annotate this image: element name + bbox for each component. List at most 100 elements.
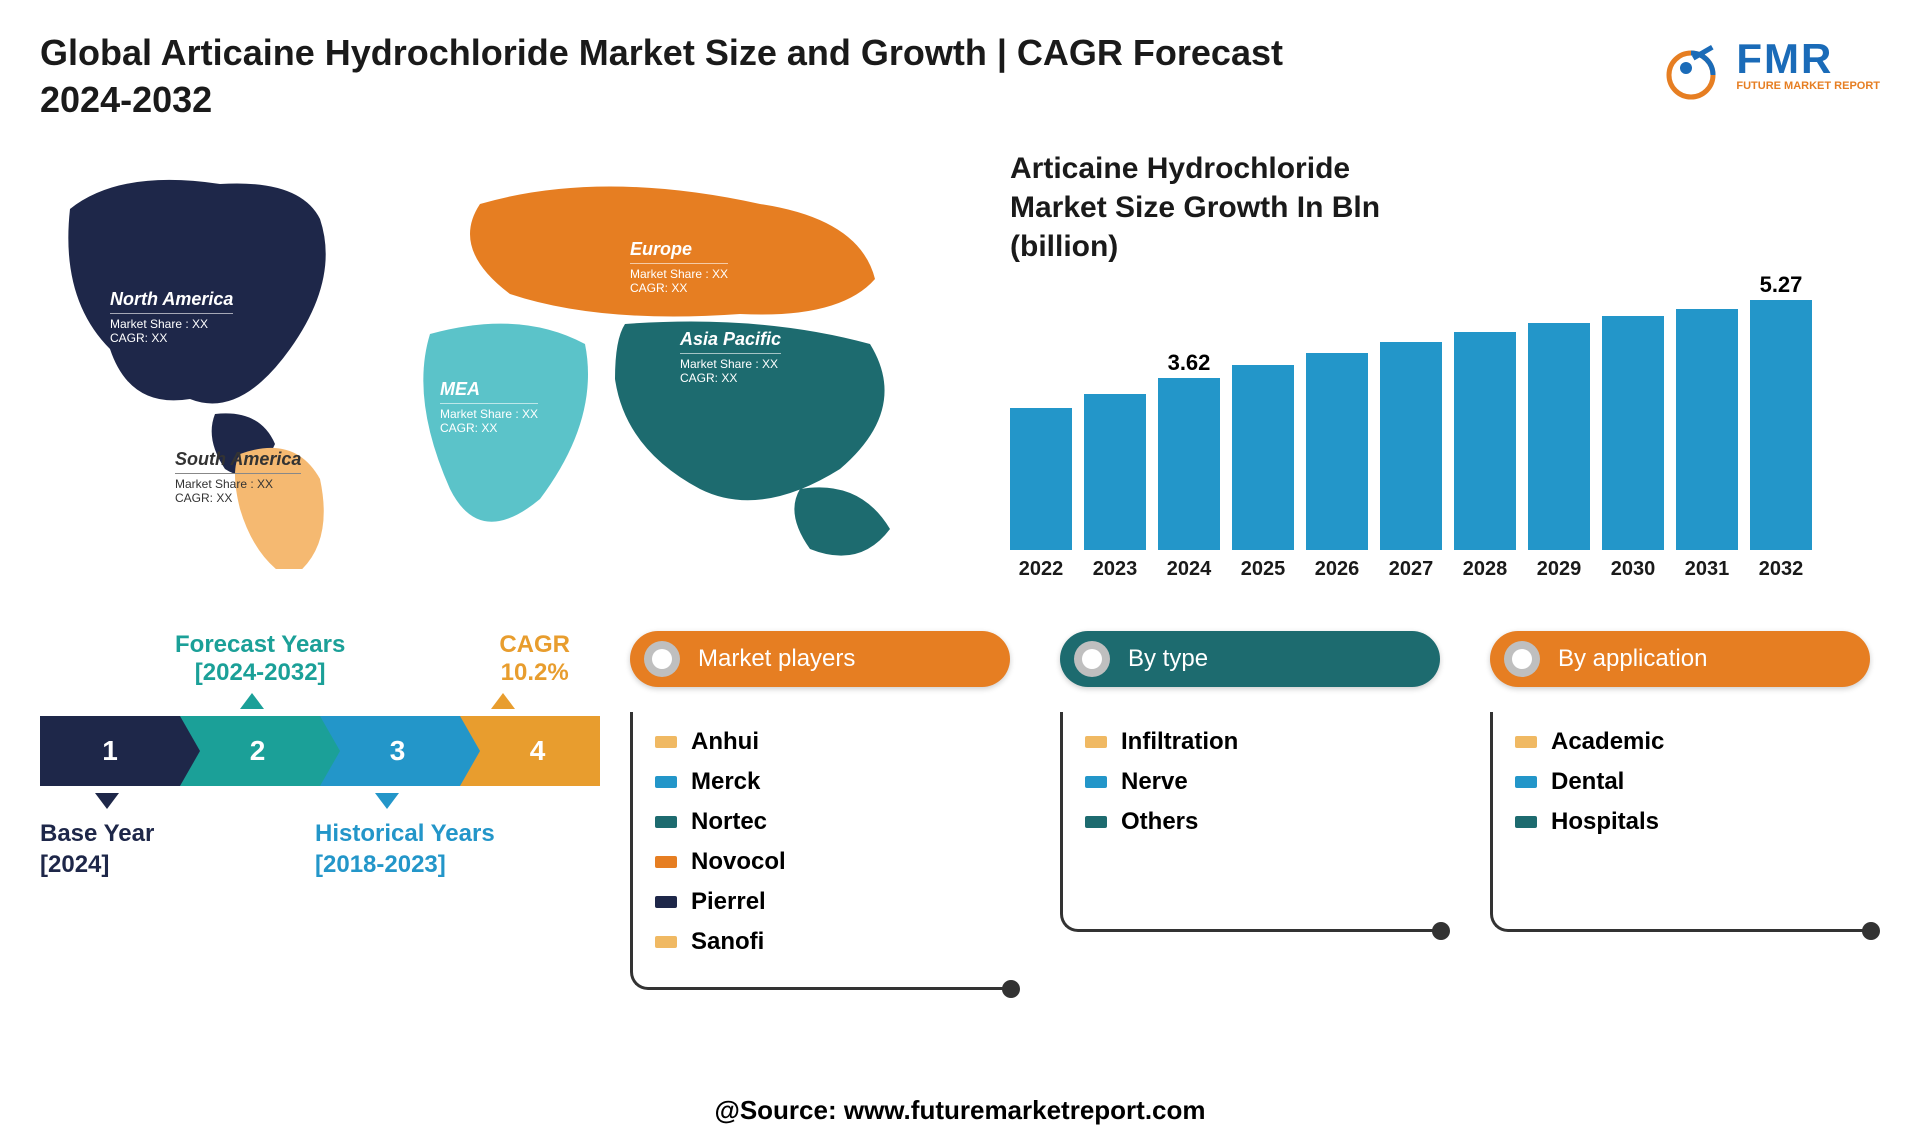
fmr-logo: FMR FUTURE MARKET REPORT	[1656, 30, 1880, 100]
list-item: Others	[1085, 802, 1440, 842]
bullet-icon	[1074, 641, 1110, 677]
color-tick-icon	[655, 776, 677, 788]
color-tick-icon	[1515, 736, 1537, 748]
list-item: Anhui	[655, 722, 1010, 762]
bar-year-label: 2027	[1389, 558, 1434, 581]
bar-year-label: 2024	[1167, 558, 1212, 581]
logo-full: FUTURE MARKET REPORT	[1736, 80, 1880, 92]
segment-list: Anhui Merck Nortec Novocol Pierrel Sanofi	[630, 712, 1010, 990]
list-item: Novocol	[655, 842, 1010, 882]
segment-list: Academic Dental Hospitals	[1490, 712, 1870, 932]
bar-year-label: 2032	[1759, 558, 1804, 581]
chevron-step-3: 3	[320, 716, 460, 786]
growth-bar-chart: Articaine Hydrochloride Market Size Grow…	[990, 149, 1880, 581]
item-label: Others	[1121, 808, 1198, 836]
forecast-arrow-icon	[240, 693, 264, 709]
item-label: Dental	[1551, 768, 1624, 796]
segment-by-type: By type Infiltration Nerve Others	[1060, 631, 1440, 990]
item-label: Anhui	[691, 728, 759, 756]
region-mea: MEAMarket Share : XXCAGR: XX	[440, 379, 538, 435]
item-label: Infiltration	[1121, 728, 1238, 756]
chevron-step-2: 2	[180, 716, 320, 786]
bar-2030: 2030	[1602, 316, 1664, 581]
color-tick-icon	[1085, 736, 1107, 748]
list-item: Merck	[655, 762, 1010, 802]
segment-market-players: Market players Anhui Merck Nortec Novocol Pie…	[630, 631, 1010, 990]
segment-header: By application	[1490, 631, 1870, 687]
list-item: Dental	[1515, 762, 1870, 802]
list-item: Sanofi	[655, 922, 1010, 962]
bar-year-label: 2029	[1537, 558, 1582, 581]
bar-2031: 2031	[1676, 309, 1738, 581]
logo-globe-icon	[1656, 30, 1726, 100]
bullet-icon	[644, 641, 680, 677]
region-europe: EuropeMarket Share : XXCAGR: XX	[630, 239, 728, 295]
segment-title: By type	[1128, 645, 1208, 673]
list-item: Infiltration	[1085, 722, 1440, 762]
title-line1: Global Articaine Hydrochloride Market Si…	[40, 32, 1283, 73]
list-item: Academic	[1515, 722, 1870, 762]
source-attribution: @Source: www.futuremarketreport.com	[714, 1095, 1205, 1126]
bar-2029: 2029	[1528, 323, 1590, 581]
region-north-america: North AmericaMarket Share : XXCAGR: XX	[110, 289, 233, 345]
cagr-arrow-icon	[491, 693, 515, 709]
chart-title: Articaine Hydrochloride Market Size Grow…	[1010, 149, 1430, 266]
bar-year-label: 2025	[1241, 558, 1286, 581]
bullet-icon	[1504, 641, 1540, 677]
base-year-label: Base Year[2024]	[40, 818, 154, 880]
color-tick-icon	[655, 816, 677, 828]
bar-year-label: 2022	[1019, 558, 1064, 581]
forecast-years-label: Forecast Years[2024-2032]	[175, 631, 345, 689]
color-tick-icon	[655, 936, 677, 948]
page-title: Global Articaine Hydrochloride Market Si…	[40, 30, 1283, 124]
chevron-step-4: 4	[460, 716, 600, 786]
bar-value-label: 3.62	[1168, 350, 1211, 376]
timeline-chevrons: Forecast Years[2024-2032] CAGR10.2% 1234…	[40, 631, 600, 786]
bar-value-label: 5.27	[1760, 272, 1803, 298]
item-label: Hospitals	[1551, 808, 1659, 836]
bar-2025: 2025	[1232, 365, 1294, 580]
list-item: Nerve	[1085, 762, 1440, 802]
item-label: Sanofi	[691, 928, 764, 956]
item-label: Nerve	[1121, 768, 1188, 796]
color-tick-icon	[655, 896, 677, 908]
bar-2026: 2026	[1306, 353, 1368, 580]
color-tick-icon	[1085, 776, 1107, 788]
color-tick-icon	[655, 856, 677, 868]
title-line2: 2024-2032	[40, 79, 212, 120]
item-label: Merck	[691, 768, 760, 796]
world-map: North AmericaMarket Share : XXCAGR: XXSo…	[40, 149, 960, 569]
bar-2032: 5.272032	[1750, 300, 1812, 580]
historical-years-label: Historical Years[2018-2023]	[315, 818, 495, 880]
logo-abbr: FMR	[1736, 38, 1880, 80]
segment-header: By type	[1060, 631, 1440, 687]
color-tick-icon	[1515, 816, 1537, 828]
bar-2022: 2022	[1010, 408, 1072, 581]
cagr-label: CAGR10.2%	[499, 631, 570, 689]
bar-2024: 3.622024	[1158, 378, 1220, 580]
item-label: Academic	[1551, 728, 1664, 756]
region-asia-pacific: Asia PacificMarket Share : XXCAGR: XX	[680, 329, 781, 385]
segment-header: Market players	[630, 631, 1010, 687]
color-tick-icon	[655, 736, 677, 748]
chevron-step-1: 1	[40, 716, 180, 786]
bar-2028: 2028	[1454, 332, 1516, 580]
bar-year-label: 2026	[1315, 558, 1360, 581]
item-label: Novocol	[691, 848, 786, 876]
list-item: Hospitals	[1515, 802, 1870, 842]
item-label: Pierrel	[691, 888, 766, 916]
segment-by-application: By application Academic Dental Hospitals	[1490, 631, 1870, 990]
item-label: Nortec	[691, 808, 767, 836]
list-item: Nortec	[655, 802, 1010, 842]
segment-list: Infiltration Nerve Others	[1060, 712, 1440, 932]
color-tick-icon	[1085, 816, 1107, 828]
base-year-arrow-icon	[95, 793, 119, 809]
bar-year-label: 2031	[1685, 558, 1730, 581]
segment-title: Market players	[698, 645, 855, 673]
bar-year-label: 2023	[1093, 558, 1138, 581]
bar-year-label: 2030	[1611, 558, 1656, 581]
bar-2027: 2027	[1380, 342, 1442, 581]
bar-2023: 2023	[1084, 394, 1146, 581]
bar-year-label: 2028	[1463, 558, 1508, 581]
color-tick-icon	[1515, 776, 1537, 788]
